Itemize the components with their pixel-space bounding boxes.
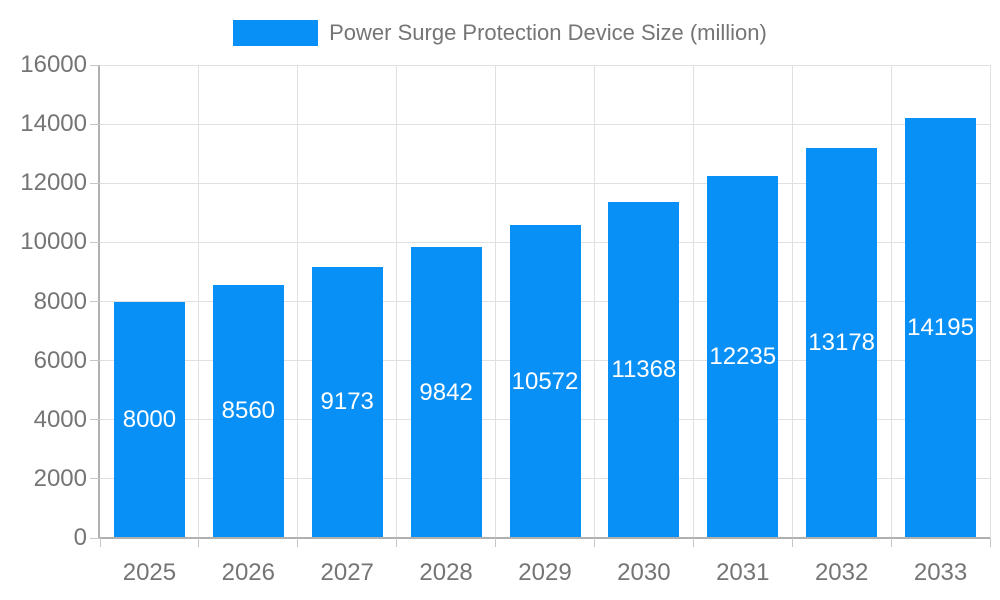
bar-value-label: 12235 [709,343,777,371]
bar-2032: 13178 [806,148,878,538]
y-axis-tick-label: 4000 [33,405,87,433]
y-axis-tick-label: 2000 [33,464,87,492]
x-axis-tick-label: 2025 [122,559,177,586]
y-axis-tick-label: 12000 [20,169,87,197]
y-tick [90,478,100,480]
y-tick [90,241,100,243]
y-tick [90,537,100,539]
bar-2029: 10572 [509,225,581,538]
x-tick [297,538,299,547]
x-axis-tick-label: 2029 [518,559,572,586]
y-axis-tick-label: 8000 [33,287,87,315]
y-gridline [100,64,990,66]
x-gridline [791,65,793,538]
x-tick [99,538,101,547]
x-gridline [396,65,398,538]
bar-value-label: 14195 [907,314,974,342]
chart-legend: Power Surge Protection Device Size (mill… [0,20,1000,46]
x-axis-tick-label: 2028 [419,559,473,586]
x-tick [495,538,497,547]
legend-series-label: Power Surge Protection Device Size (mill… [329,20,767,45]
bar-2031: 12235 [707,176,779,538]
x-tick [890,538,892,547]
x-axis-line [100,537,990,539]
bar-value-label: 13178 [808,329,876,357]
x-tick [593,538,595,547]
y-axis-tick-label: 14000 [20,110,87,138]
bar-value-label: 9842 [419,378,473,406]
y-tick [90,301,100,302]
bar-value-label: 8000 [122,405,177,433]
bar-2027: 9173 [311,266,383,538]
x-tick [692,538,694,547]
bar-2028: 9842 [410,247,482,538]
y-tick [90,123,100,125]
x-axis-tick-label: 2030 [617,559,671,586]
y-axis-tick-label: 10000 [20,228,87,256]
x-tick [396,538,398,547]
x-gridline [890,65,892,538]
y-tick [90,360,100,362]
y-tick [90,182,100,184]
y-tick [90,64,100,66]
bar-value-label: 11368 [611,355,677,383]
bar-2025: 8000 [113,301,185,538]
y-gridline [100,123,990,125]
x-axis-tick-label: 2032 [814,559,869,586]
bar-2030: 11368 [608,201,680,538]
legend-swatch [233,20,319,46]
y-axis-tick-label: 16000 [20,51,87,78]
x-gridline [593,65,595,538]
x-axis-tick-label: 2027 [320,559,374,586]
x-gridline [198,65,200,538]
x-gridline [297,65,299,538]
x-tick [791,538,793,547]
x-gridline [989,65,991,538]
x-tick [198,538,200,547]
y-tick [90,419,100,421]
y-axis-tick-label: 6000 [33,346,87,374]
x-axis-tick-label: 2033 [913,559,968,586]
bar-value-label: 10572 [511,367,579,395]
x-axis-tick-label: 2031 [716,559,770,586]
bar-value-label: 9173 [320,388,374,416]
x-gridline [692,65,694,538]
y-axis-tick-label: 0 [73,524,87,551]
x-gridline [495,65,497,538]
bar-2033: 14195 [905,118,977,538]
bar-value-label: 8560 [221,397,276,425]
x-tick [989,538,991,547]
bar-2026: 8560 [212,284,284,538]
y-gridline [100,182,990,184]
x-axis-tick-label: 2026 [221,559,275,586]
